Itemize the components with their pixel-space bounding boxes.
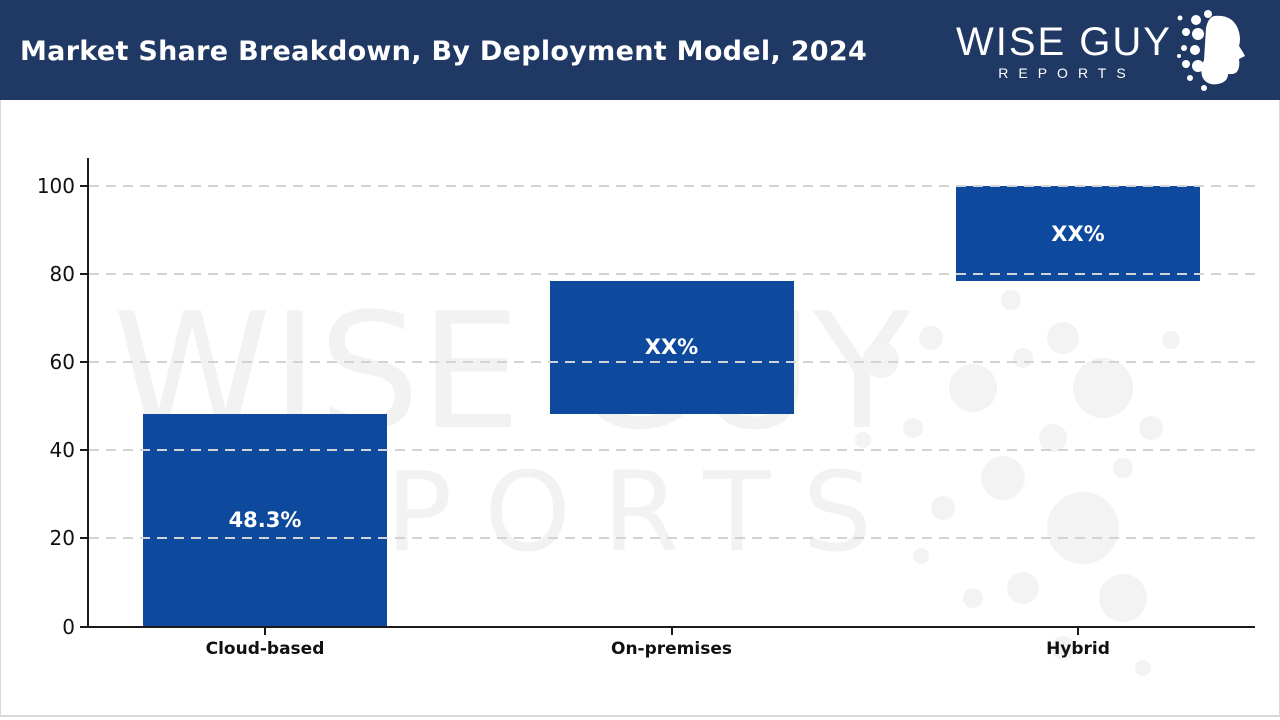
x-tick-mark <box>670 628 673 635</box>
y-tick-mark <box>80 184 87 187</box>
y-tick-mark <box>80 272 87 275</box>
logo-text: WISE GUY REPORTS <box>956 20 1172 81</box>
y-tick-mark <box>80 361 87 364</box>
gridline-40 <box>89 449 1255 452</box>
y-tick-label: 100 <box>36 173 75 198</box>
bar-value-label: XX% <box>644 335 699 360</box>
wise-guy-reports-logo: WISE GUY REPORTS <box>956 8 1250 92</box>
page-title: Market Share Breakdown, By Deployment Mo… <box>20 36 868 67</box>
gridline-60 <box>89 361 1255 364</box>
x-axis-line <box>87 626 1255 628</box>
bar-hybrid <box>956 185 1200 282</box>
logo-subtitle: REPORTS <box>998 64 1136 81</box>
gridline-100 <box>89 184 1255 187</box>
y-tick-label: 40 <box>49 438 75 463</box>
y-tick-mark <box>80 625 87 628</box>
logo-face-icon <box>1177 10 1245 91</box>
watermark-face-dots <box>855 290 1180 676</box>
y-tick-label: 60 <box>49 350 75 375</box>
y-tick-label: 0 <box>62 614 75 639</box>
y-axis-line <box>87 158 89 628</box>
bar-value-label: XX% <box>1051 221 1105 246</box>
gridline-80 <box>89 272 1255 275</box>
y-tick-mark <box>80 449 87 452</box>
y-tick-mark <box>80 537 87 540</box>
bar-on-premises <box>549 281 794 414</box>
x-tick-label: Cloud-based <box>205 639 325 659</box>
plot-area: WISE GUY REPORTS 48.3% Cloud-based XX% On-p… <box>0 100 1280 717</box>
x-tick-label: On-premises <box>610 639 733 659</box>
y-tick-label: 80 <box>49 261 75 286</box>
header-band: Market Share Breakdown, By Deployment Mo… <box>0 0 1280 100</box>
x-tick-mark <box>1077 628 1079 635</box>
bar-cloud-based <box>143 413 387 627</box>
logo-wordmark: WISE GUY <box>955 19 1172 64</box>
gridline-20 <box>89 537 1255 540</box>
bar-value-label: 48.3% <box>228 508 302 533</box>
x-tick-label: Hybrid <box>1046 639 1110 659</box>
y-tick-label: 20 <box>49 526 75 551</box>
x-tick-mark <box>264 628 266 635</box>
